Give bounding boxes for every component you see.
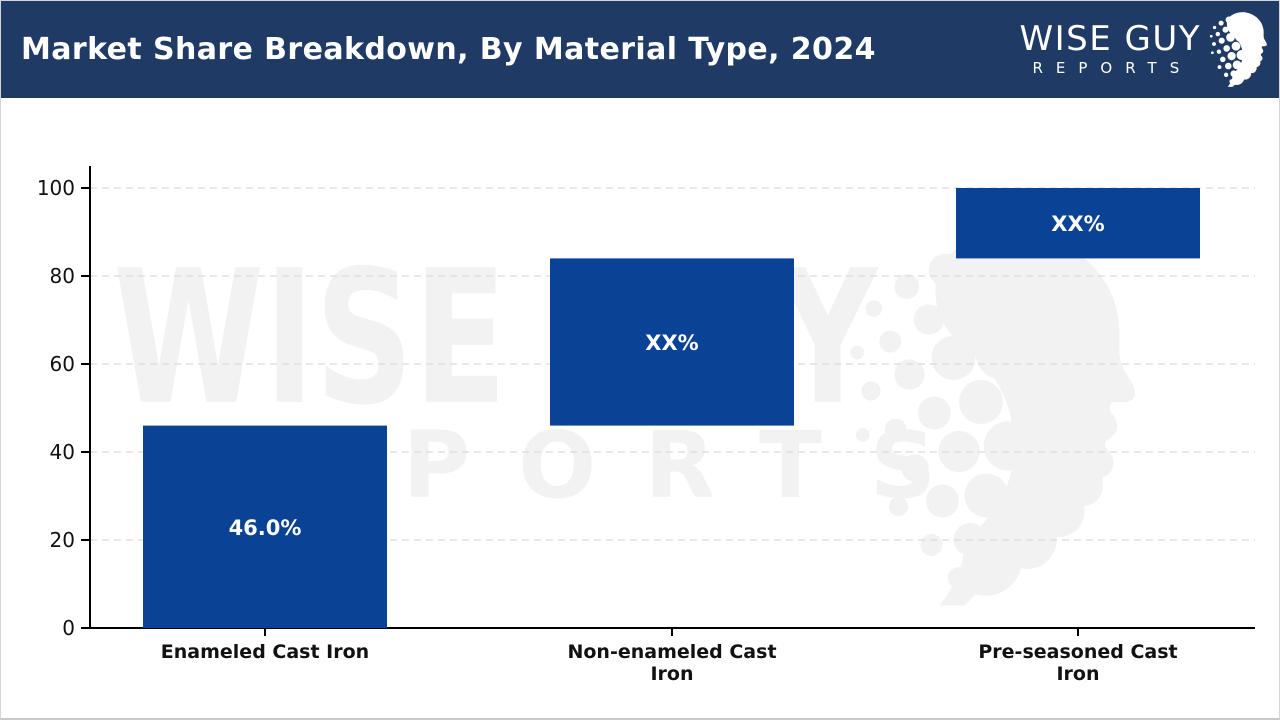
dotted-face-profile-icon bbox=[1209, 12, 1267, 87]
x-tick-label-1: Non-enameled Cast Iron bbox=[567, 641, 776, 685]
brand-logo-text: WISE GUY REPORTS bbox=[1019, 18, 1201, 78]
brand-logo: WISE GUY REPORTS bbox=[1019, 11, 1269, 88]
y-tick-label: 100 bbox=[37, 176, 75, 200]
bar-segment-1 bbox=[550, 258, 794, 426]
y-tick-label: 0 bbox=[62, 616, 75, 640]
bar-value-label-2: XX% bbox=[1051, 212, 1104, 236]
brand-name: WISE GUY bbox=[1019, 18, 1201, 59]
y-tick-label: 80 bbox=[50, 264, 75, 288]
y-tick-label: 60 bbox=[50, 352, 75, 376]
y-tick-label: 40 bbox=[50, 440, 75, 464]
brand-subtitle: REPORTS bbox=[1032, 59, 1193, 78]
x-tick-label-0: Enameled Cast Iron bbox=[161, 641, 369, 663]
header-bar: Market Share Breakdown, By Material Type… bbox=[1, 1, 1279, 98]
y-tick-label: 20 bbox=[50, 528, 75, 552]
bar-value-label-1: XX% bbox=[645, 331, 698, 355]
bar-segment-2 bbox=[956, 188, 1200, 259]
bar-segment-0 bbox=[143, 425, 387, 628]
bar-chart: 0 20 40 60 80 100 46.0% Enameled Cast Iron XX% No… bbox=[37, 166, 1255, 685]
page-title: Market Share Breakdown, By Material Type… bbox=[21, 32, 876, 67]
x-tick-label-2: Pre-seasoned Cast Iron bbox=[978, 641, 1177, 685]
bar-value-label-0: 46.0% bbox=[229, 516, 302, 540]
chart-area: WISE GUY REPORTS 0 20 40 60 80 100 46.0% Enamel… bbox=[1, 98, 1279, 718]
